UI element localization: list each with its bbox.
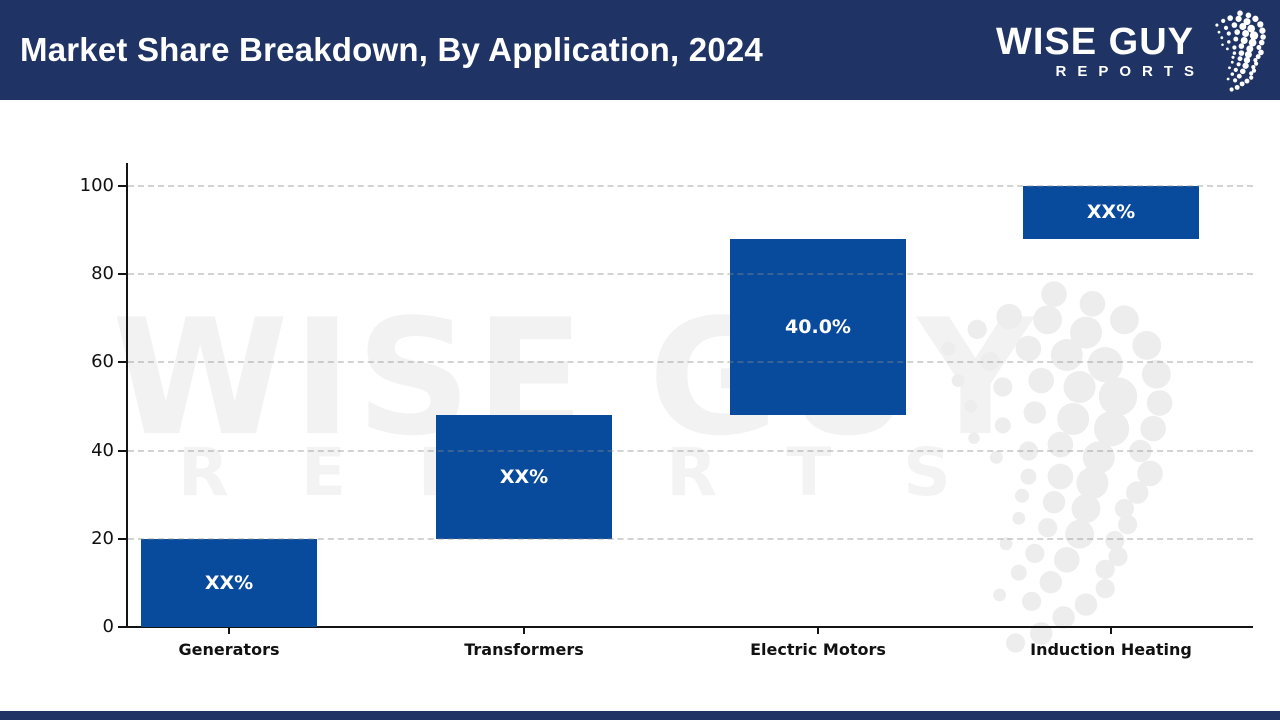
y-tick-mark xyxy=(118,626,126,628)
gridline-100 xyxy=(128,185,1253,187)
bar-electric-motors: 40.0% xyxy=(730,238,906,416)
bar-value-label: 40.0% xyxy=(785,316,851,339)
y-axis-line xyxy=(126,163,128,627)
y-tick-label: 80 xyxy=(91,263,114,285)
x-tick-mark xyxy=(523,628,525,634)
gridline-20 xyxy=(128,537,1253,540)
y-tick-mark xyxy=(118,185,126,187)
gridline-80 xyxy=(128,273,1253,276)
bar-value-label: XX% xyxy=(499,466,549,489)
gridline-60 xyxy=(128,361,1253,364)
logo-subtitle: REPORTS xyxy=(1055,63,1205,80)
x-tick-mark xyxy=(817,628,819,634)
dotted-head-icon xyxy=(1215,10,1266,92)
logo-wordmark: WISE GUY xyxy=(995,21,1194,63)
logo-text: WISE GUY REPORTS xyxy=(996,23,1194,79)
x-tick-label: Induction Heating xyxy=(1030,640,1192,659)
bar-value-label: XX% xyxy=(204,571,254,594)
x-tick-mark xyxy=(1110,628,1112,634)
header-bar: Market Share Breakdown, By Application, … xyxy=(0,0,1280,100)
x-tick-label: Electric Motors xyxy=(750,640,886,659)
y-tick-mark xyxy=(118,537,126,540)
y-tick-label: 40 xyxy=(91,439,114,461)
y-tick-mark xyxy=(118,273,126,276)
y-tick-label: 100 xyxy=(79,175,114,196)
bar-induction-heating: XX% xyxy=(1023,186,1199,239)
x-tick-label: Transformers xyxy=(464,640,584,659)
x-tick-label: Generators xyxy=(178,640,280,659)
y-tick-label: 20 xyxy=(91,527,114,549)
page-title: Market Share Breakdown, By Application, … xyxy=(20,31,763,68)
y-tick-mark xyxy=(118,449,126,452)
watermark-head-icon xyxy=(941,281,1173,653)
x-tick-mark xyxy=(228,628,230,634)
footer-bar xyxy=(0,711,1280,720)
y-tick-label: 0 xyxy=(102,616,114,637)
y-tick-label: 60 xyxy=(91,351,114,373)
gridline-40 xyxy=(128,449,1253,452)
wise-guy-reports-logo: WISE GUY REPORTS xyxy=(996,6,1268,96)
y-tick-mark xyxy=(118,361,126,364)
bar-value-label: XX% xyxy=(1086,201,1136,224)
bar-generators: XX% xyxy=(141,538,317,627)
bar-transformers: XX% xyxy=(436,415,612,539)
x-axis-line xyxy=(126,626,1253,628)
